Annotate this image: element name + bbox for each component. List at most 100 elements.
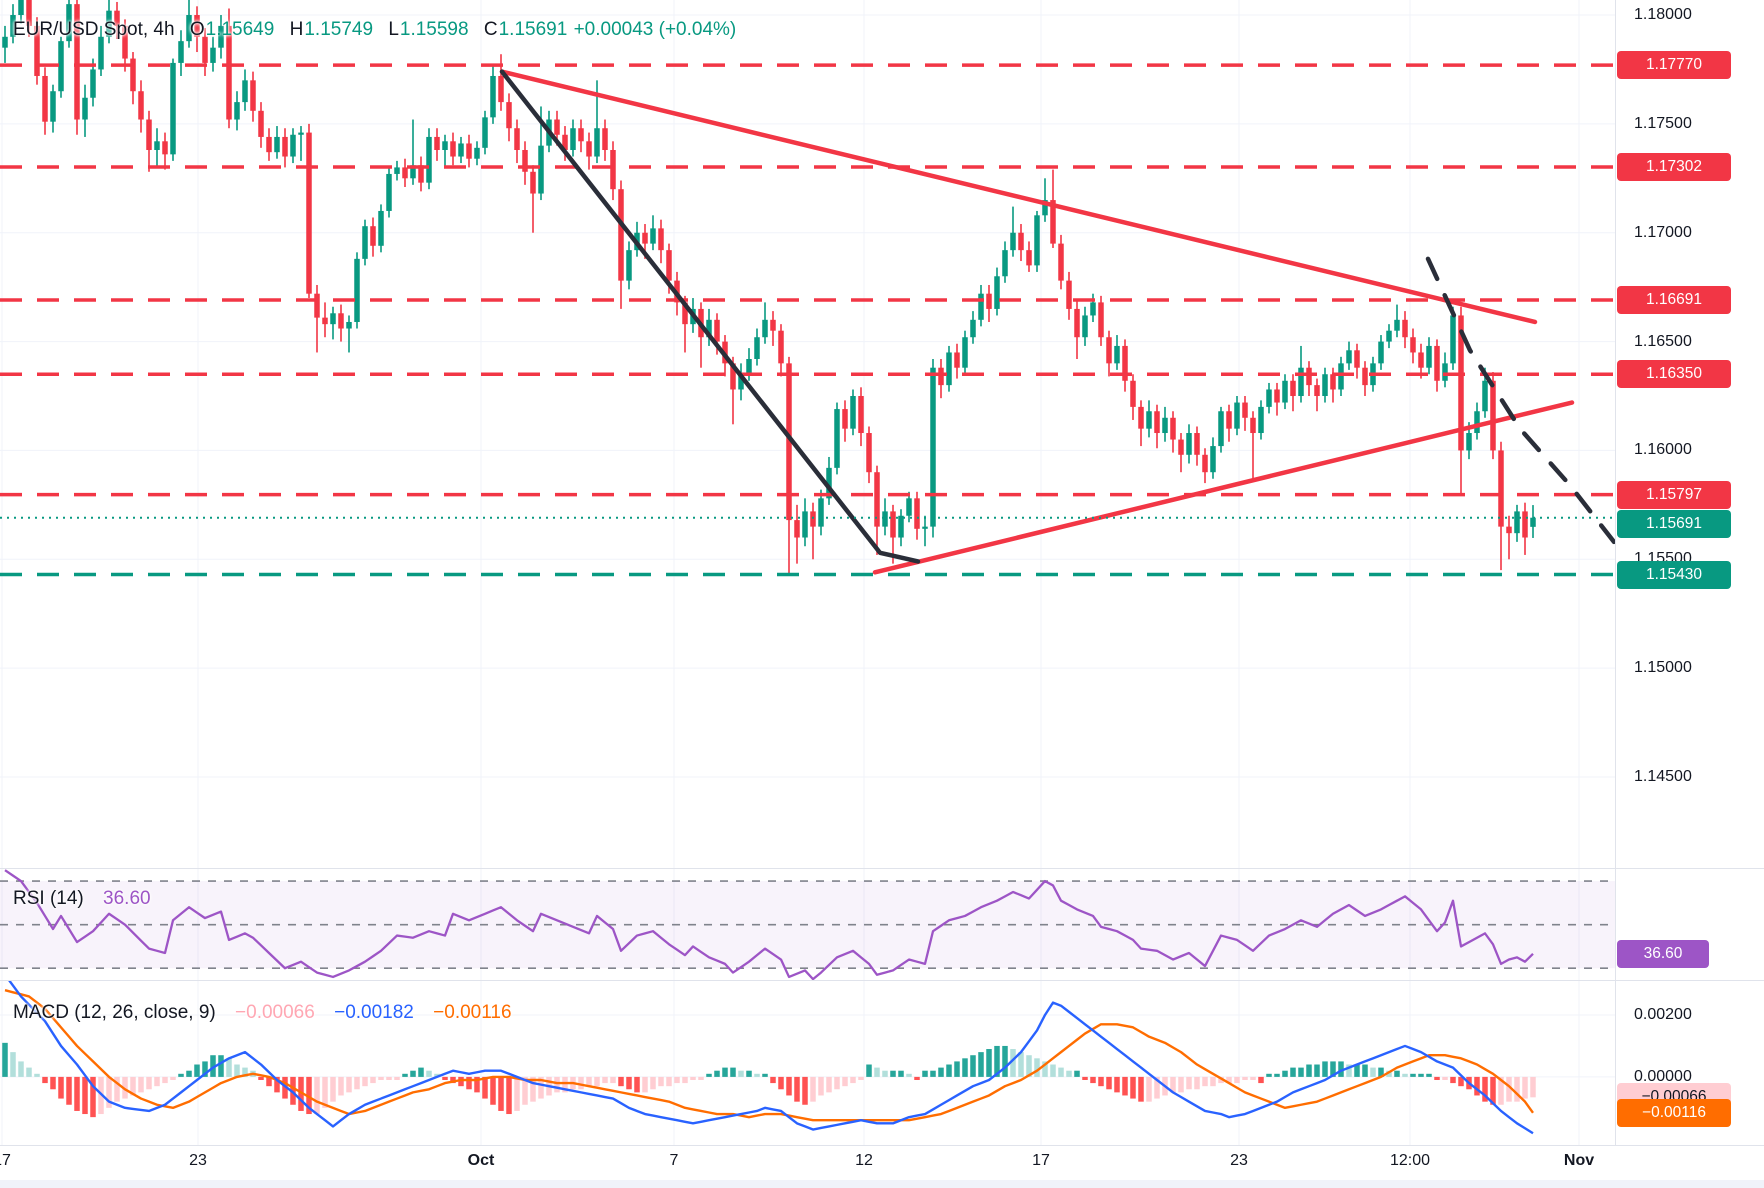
macd-hist-bar — [642, 1076, 648, 1093]
macd-hist-bar — [922, 1070, 928, 1077]
candle — [986, 284, 992, 322]
macd-hist-bar — [738, 1070, 744, 1077]
macd-hist-bar — [306, 1076, 312, 1115]
macd-hist-bar — [378, 1076, 384, 1080]
candle — [82, 84, 88, 137]
projection-line[interactable] — [1425, 256, 1615, 545]
macd-hist-bar — [1482, 1076, 1488, 1102]
candle — [1002, 241, 1008, 283]
macd-hist-bar — [362, 1076, 368, 1087]
price-levels-layer[interactable] — [0, 63, 1615, 577]
trendline-drawings-layer[interactable] — [499, 69, 1615, 575]
candle — [50, 84, 56, 133]
macd-hist-bar — [730, 1067, 736, 1077]
rsi-legend: RSI (14) 36.60 — [13, 888, 151, 910]
macd-hist-bar — [58, 1076, 64, 1099]
candle — [266, 128, 272, 161]
candle — [1218, 406, 1224, 453]
candle — [1058, 234, 1064, 290]
macd-hist-bar — [906, 1073, 912, 1077]
macd-hist-bar — [1314, 1064, 1320, 1077]
macd-hist-bar — [1098, 1076, 1104, 1087]
macd-hist-bar — [1354, 1064, 1360, 1077]
macd-hist-bar — [1418, 1073, 1424, 1077]
candle — [586, 132, 592, 170]
time-axis-label-17: 17 — [1032, 1152, 1050, 1169]
candle — [1122, 339, 1128, 392]
ascending-support[interactable] — [872, 400, 1575, 575]
macd-hist-bar — [1034, 1058, 1040, 1077]
candle — [1282, 374, 1288, 410]
close-label: C — [483, 19, 498, 40]
level-badge-1.17302: 1.17302 — [1617, 152, 1731, 181]
candle — [1074, 300, 1080, 359]
macd-hist-bar — [690, 1076, 696, 1080]
candle — [978, 284, 984, 327]
macd-hist-bar — [1362, 1064, 1368, 1077]
candle — [1146, 400, 1152, 438]
rsi-line — [4, 869, 1534, 980]
level-badge-1.17770: 1.17770 — [1617, 51, 1731, 80]
candle — [818, 489, 824, 536]
macd-hist-bar — [418, 1067, 424, 1077]
impulse-line[interactable] — [499, 69, 921, 564]
candle — [1410, 328, 1416, 364]
macd-hist-bar — [802, 1076, 808, 1105]
macd-hist-bar — [1378, 1067, 1384, 1077]
candle — [698, 302, 704, 368]
macd-hist-bar — [650, 1076, 656, 1090]
macd-hist-bar — [242, 1067, 248, 1077]
macd-hist-bar — [26, 1067, 32, 1077]
candle — [98, 25, 104, 76]
macd-hist-bar — [498, 1076, 504, 1111]
candle — [298, 126, 304, 161]
macd-hist-bar — [1050, 1064, 1056, 1077]
macd-hist-bar — [514, 1076, 520, 1111]
candle — [466, 134, 472, 168]
time-axis-label-Nov: Nov — [1563, 1152, 1595, 1169]
candle — [1258, 400, 1264, 440]
macd-hist-bar — [66, 1076, 72, 1105]
candle — [706, 308, 712, 346]
macd-hist-bar — [554, 1076, 560, 1093]
macd-hist-bar — [1202, 1076, 1208, 1087]
macd-hist-bar — [1002, 1045, 1008, 1077]
macd-hist-bar — [330, 1076, 336, 1102]
candle — [290, 128, 296, 164]
candle — [338, 304, 344, 342]
candle — [578, 119, 584, 153]
pane-separator-macd[interactable] — [0, 980, 1764, 981]
descending-resistance[interactable] — [499, 69, 1538, 325]
macd-hist-bar — [978, 1052, 984, 1077]
macd-hist-bar — [834, 1076, 840, 1090]
pane-separator-rsi[interactable] — [0, 868, 1764, 869]
macd-hist-bar — [202, 1061, 208, 1077]
macd-hist-bar — [850, 1076, 856, 1084]
candle — [530, 165, 536, 233]
macd-hist-bar — [810, 1076, 816, 1102]
candle — [826, 456, 832, 505]
candle — [1506, 515, 1512, 560]
macd-hist-bar — [370, 1076, 376, 1084]
candle — [1090, 293, 1096, 322]
candle — [970, 311, 976, 344]
macd-hist-bar — [914, 1076, 920, 1080]
macd-hist-bar — [786, 1076, 792, 1096]
price-axis-label: 1.16000 — [1634, 441, 1692, 459]
macd-hist-bar — [986, 1049, 992, 1077]
level-badge-1.15797: 1.15797 — [1617, 480, 1731, 509]
macd-hist-bar — [42, 1076, 48, 1084]
bottom-strip — [0, 1180, 1764, 1188]
candle — [162, 132, 168, 170]
candle — [218, 15, 224, 59]
candle — [650, 215, 656, 251]
candle — [850, 389, 856, 436]
macd-hist-bar — [1082, 1076, 1088, 1080]
candle — [114, 1, 120, 39]
macd-hist-bar — [962, 1058, 968, 1077]
macd-hist-bar — [562, 1076, 568, 1093]
rsi-value: 36.60 — [103, 888, 151, 909]
macd-hist-bar — [194, 1064, 200, 1077]
candle — [1234, 396, 1240, 436]
